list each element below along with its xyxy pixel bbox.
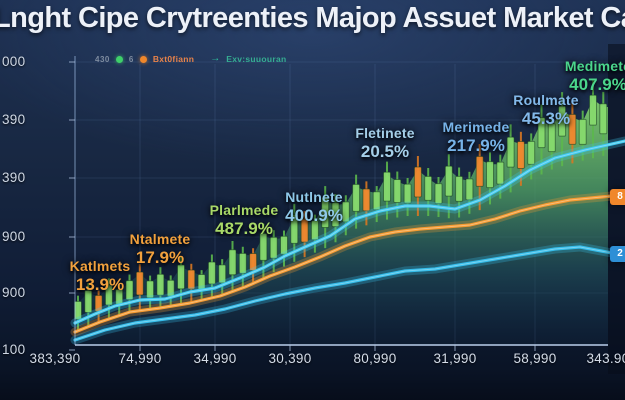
legend-meta-right: 6 <box>128 54 134 64</box>
annotation-value: 45.3% <box>521 109 571 128</box>
market-change-annotation: Nutlnete 400.9% <box>285 189 343 226</box>
y-axis-label: 100 <box>2 342 26 357</box>
page-title: Lnght Cipe Crytreenties Majop Assuet Mar… <box>0 2 625 34</box>
x-axis-label: 74,990 <box>118 351 162 366</box>
annotation-name: Roulmate <box>513 92 579 108</box>
annotation-name: Plarlmede <box>209 202 279 218</box>
x-axis-label: 31,990 <box>433 351 477 366</box>
market-change-annotation: Roulmate 45.3% <box>513 92 578 129</box>
annotation-name: Merimede <box>442 119 510 135</box>
price-badge: 2 <box>610 246 625 262</box>
legend-series2-label: Exv:suuouran <box>226 54 287 64</box>
y-axis-label: 000 <box>2 54 26 69</box>
market-change-annotation: Fletinete 20.5% <box>355 125 414 162</box>
market-change-annotation: Ntalmete 17.9% <box>130 231 191 268</box>
green-dot-icon <box>115 55 123 63</box>
market-change-annotation: Merimede 217.9% <box>443 119 510 156</box>
y-axis-label: 900 <box>2 285 26 300</box>
trend-arrow-icon: → <box>210 53 221 64</box>
x-axis-label: 343.90 <box>586 351 625 366</box>
annotation-name: Ntalmete <box>129 231 191 247</box>
annotation-name: Fletinete <box>355 125 415 141</box>
y-axis-label: 390 <box>2 170 26 185</box>
annotation-name: Nutlnete <box>285 189 343 205</box>
annotation-value: 407.9% <box>569 75 625 94</box>
annotation-value: 400.9% <box>285 206 343 225</box>
x-axis-label: 34,990 <box>193 351 237 366</box>
annotation-value: 487.9% <box>215 219 273 238</box>
legend: 430 6 Bxt0fiann → Exv:suuouran <box>95 52 287 66</box>
annotation-value: 20.5% <box>360 142 410 161</box>
annotation-value: 17.9% <box>135 248 185 267</box>
x-axis-label: 58,990 <box>513 351 557 366</box>
annotation-name: Medimete <box>564 58 625 74</box>
annotation-value: 13.9% <box>75 275 125 294</box>
market-change-annotation: Medimete 407.9% <box>565 58 625 95</box>
legend-meta-left: 430 <box>95 54 110 64</box>
orange-dot-icon <box>139 55 147 63</box>
y-axis-label: 900 <box>2 229 26 244</box>
x-axis-label: 383,390 <box>29 351 81 366</box>
annotation-value: 217.9% <box>447 136 505 155</box>
x-axis-label: 80,990 <box>353 351 397 366</box>
x-axis-label: 30,390 <box>268 351 312 366</box>
market-change-annotation: Katlmets 13.9% <box>70 258 131 295</box>
market-change-annotation: Plarlmede 487.9% <box>210 202 279 239</box>
y-axis-label: 390 <box>2 112 26 127</box>
legend-series1-label: Bxt0fiann <box>152 54 195 64</box>
price-badge: 8 <box>610 189 625 205</box>
annotation-name: Katlmets <box>69 258 131 274</box>
